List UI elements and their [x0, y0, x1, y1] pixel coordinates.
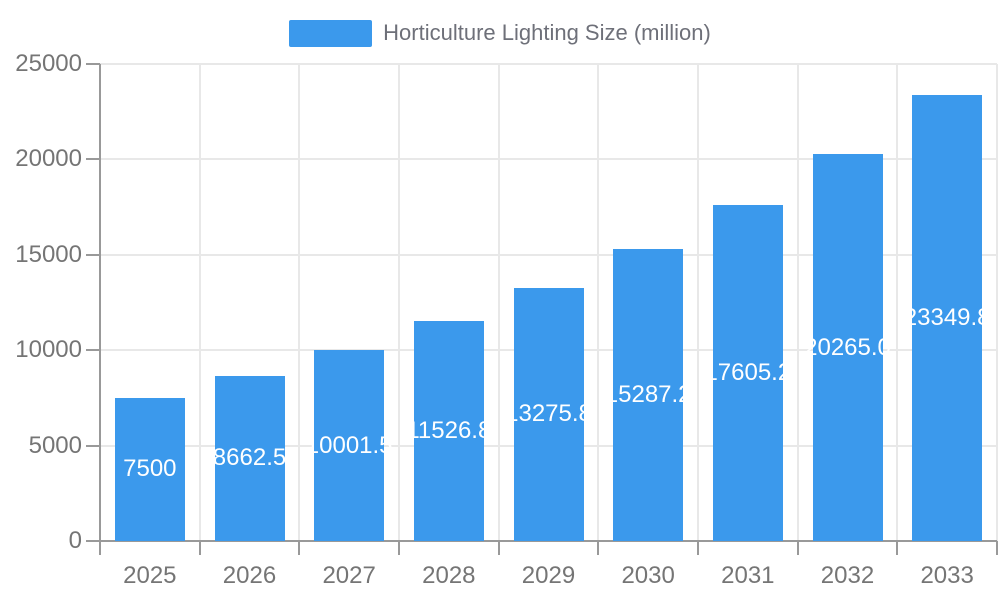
- bar-value-label: 23349.8: [903, 304, 991, 332]
- bar-2028[interactable]: [413, 321, 484, 541]
- x-axis-tick: [398, 541, 400, 555]
- legend-label: Horticulture Lighting Size (million): [383, 20, 711, 45]
- y-axis-label: 25000: [15, 50, 82, 77]
- gridline-vertical: [996, 64, 998, 541]
- x-axis-tick: [896, 541, 899, 555]
- bar-value-label: 13275.8: [505, 400, 592, 428]
- gridline-horizontal: [100, 253, 997, 256]
- y-axis-line: [99, 64, 101, 541]
- y-axis-tick: [86, 158, 100, 161]
- gridline-vertical: [497, 64, 500, 541]
- bar-2026[interactable]: [214, 375, 285, 541]
- bar-value-label: 11526.8: [406, 417, 492, 445]
- x-axis-label: 2032: [820, 562, 875, 589]
- x-axis-tick: [497, 541, 500, 555]
- y-axis-label: 15000: [15, 240, 82, 268]
- y-axis-tick: [86, 349, 100, 352]
- bar-value-label: 20265.0: [804, 333, 891, 361]
- x-axis-label: 2030: [621, 562, 675, 589]
- x-axis-label: 2026: [222, 562, 277, 589]
- bar-value-label: 7500: [123, 455, 177, 483]
- bar-2031[interactable]: [712, 205, 783, 541]
- y-axis-tick: [86, 63, 100, 65]
- bar-2025[interactable]: [114, 397, 185, 541]
- bar-value-label: 15287.2: [604, 381, 692, 409]
- bar-2032[interactable]: [812, 154, 883, 541]
- gridline-vertical: [398, 64, 400, 541]
- legend-swatch-icon: [289, 19, 373, 47]
- bar-value-label: 17605.2: [704, 359, 792, 387]
- gridline-vertical: [198, 64, 201, 541]
- y-axis-tick: [86, 253, 100, 256]
- x-axis-label: 2031: [721, 562, 775, 589]
- x-axis-tick: [198, 541, 201, 555]
- gridline-vertical: [597, 64, 600, 541]
- legend-item[interactable]: Horticulture Lighting Size (million): [0, 19, 1000, 47]
- gridline-horizontal: [100, 63, 997, 65]
- gridline-vertical: [697, 64, 699, 541]
- x-axis-label: 2033: [920, 562, 974, 589]
- x-axis-tick: [996, 541, 998, 555]
- x-axis-line: [86, 540, 997, 542]
- bar-value-label: 8662.5: [212, 444, 287, 472]
- y-axis-tick: [86, 444, 100, 447]
- x-axis-label: 2027: [322, 562, 376, 589]
- bar-2033[interactable]: [912, 95, 983, 541]
- gridline-horizontal: [100, 158, 997, 161]
- gridline-vertical: [796, 64, 799, 541]
- x-axis-tick: [298, 541, 301, 555]
- bar-2027[interactable]: [314, 350, 385, 541]
- x-axis-tick: [697, 541, 699, 555]
- x-axis-label: 2028: [422, 562, 476, 589]
- gridline-vertical: [896, 64, 899, 541]
- y-axis-label: 0: [68, 527, 82, 554]
- x-axis-label: 2029: [521, 562, 576, 589]
- gridline-vertical: [298, 64, 301, 541]
- bar-value-label: 10001.5: [305, 431, 393, 459]
- x-axis-tick: [597, 541, 600, 555]
- bar-2029[interactable]: [513, 287, 584, 541]
- x-axis-label: 2025: [123, 562, 177, 589]
- x-axis-tick: [796, 541, 799, 555]
- y-axis-label: 20000: [15, 145, 82, 173]
- y-axis-label: 10000: [15, 336, 82, 364]
- x-axis-tick: [99, 541, 101, 555]
- bar-2030[interactable]: [613, 249, 684, 541]
- y-axis-label: 5000: [28, 431, 82, 459]
